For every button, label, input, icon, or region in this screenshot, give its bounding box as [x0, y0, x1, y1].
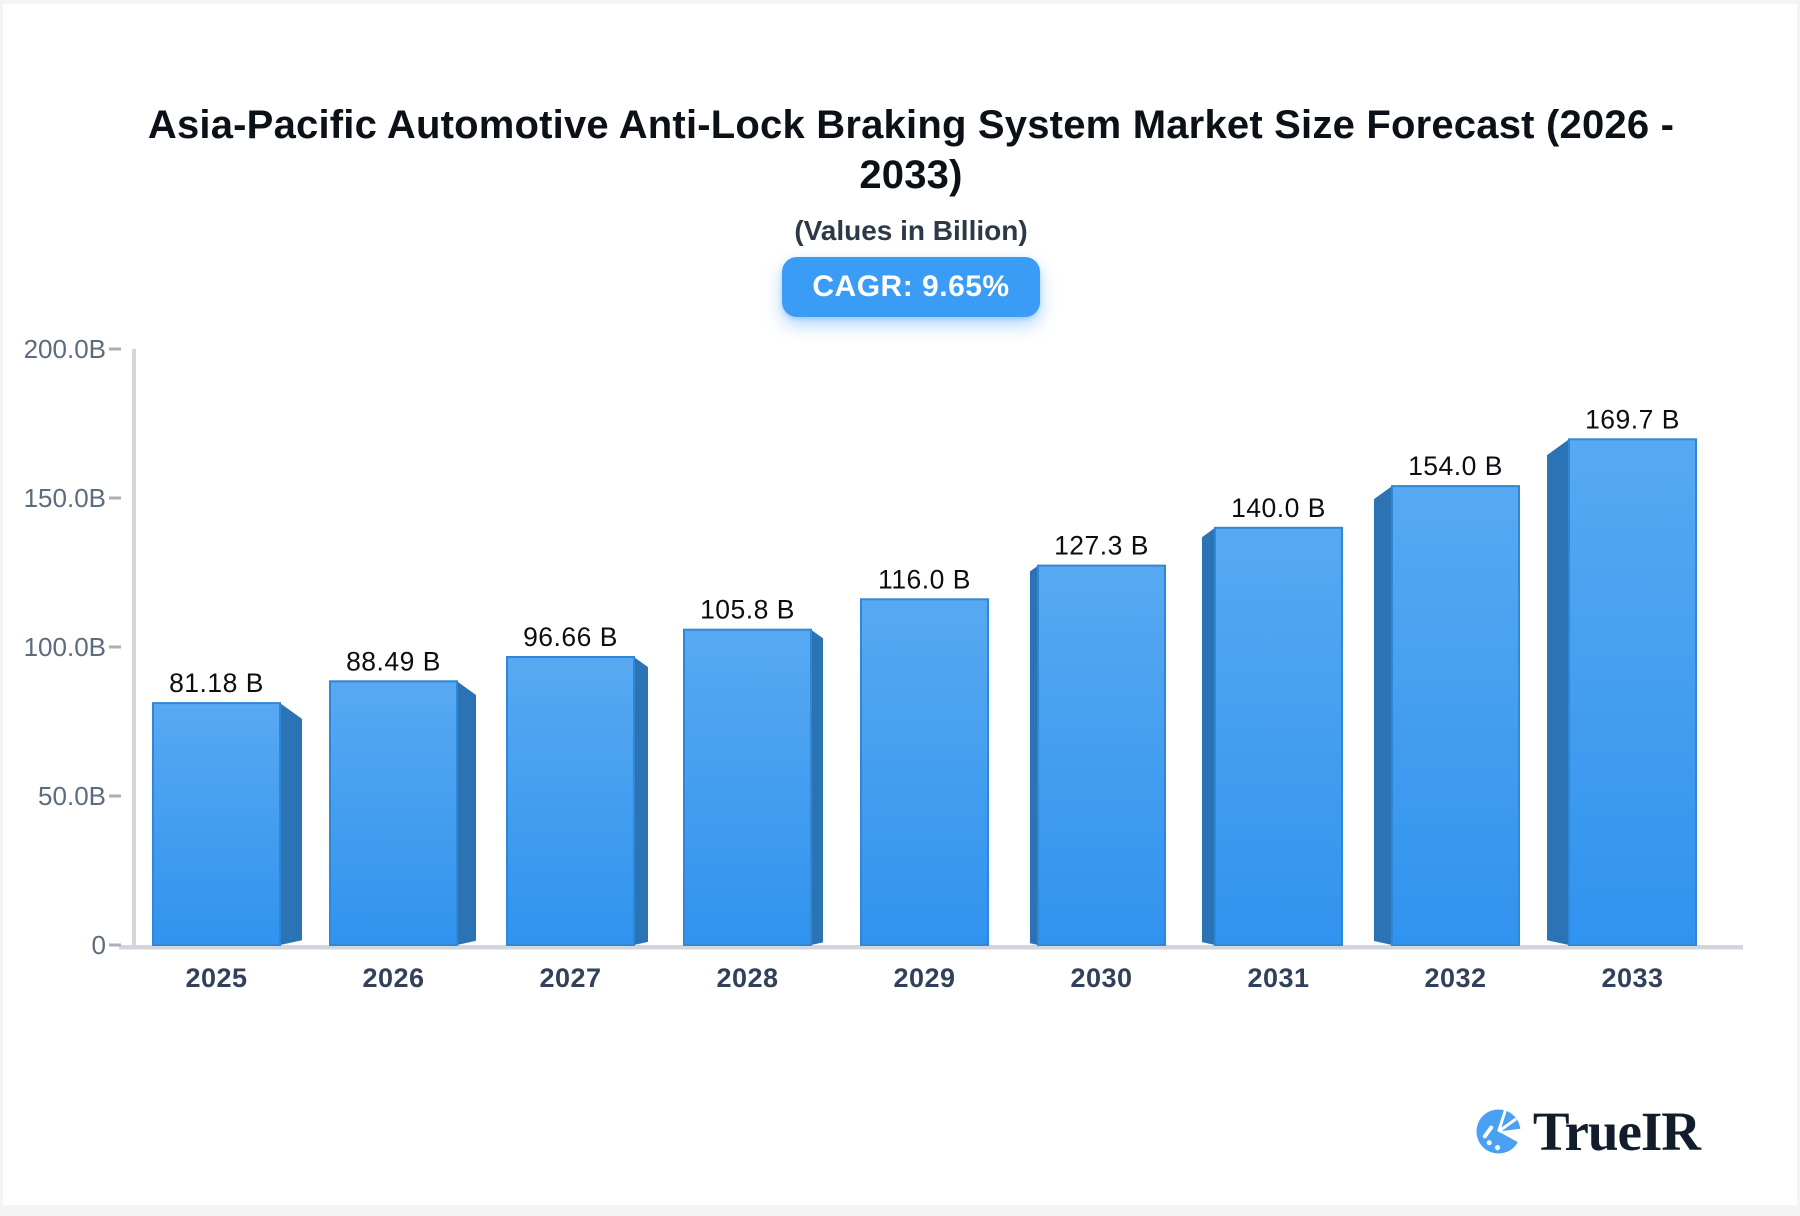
bar — [683, 628, 812, 946]
pie-chart-icon — [1476, 1109, 1522, 1154]
y-axis-label: 50.0B — [38, 781, 106, 811]
x-axis-label: 2032 — [1424, 963, 1486, 993]
y-axis-label: 100.0B — [24, 632, 106, 662]
bar-side-face — [457, 681, 476, 945]
chart-subtitle: (Values in Billion) — [794, 215, 1028, 246]
x-axis-label: 2028 — [716, 963, 778, 993]
bar-side-face — [280, 703, 302, 945]
bar-value-label: 154.0 B — [1408, 451, 1503, 481]
x-axis-line — [119, 945, 1743, 950]
x-axis-label: 2033 — [1601, 963, 1663, 993]
x-axis-label: 2025 — [185, 963, 247, 993]
chart-card: 200.0B 150.0B 100.0B 50.0B 0 81.18 B 2025 88.49… — [3, 4, 1797, 1205]
bar-side-face — [1374, 486, 1392, 945]
y-tick-mark — [109, 794, 121, 798]
bar-value-label: 105.8 B — [700, 595, 795, 625]
chart-title-line-2: 2033) — [859, 153, 963, 197]
bar-side-face — [1202, 527, 1215, 945]
x-axis-label: 2026 — [362, 963, 424, 993]
bar — [152, 702, 281, 946]
y-axis-line — [132, 349, 136, 949]
y-tick-mark — [109, 645, 121, 649]
cagr-badge: CAGR: 9.65% — [782, 257, 1040, 317]
bar-value-label: 96.66 B — [523, 622, 618, 652]
bar-value-label: 81.18 B — [169, 668, 264, 698]
bar-side-face — [811, 629, 823, 945]
bar-value-label: 169.7 B — [1585, 404, 1680, 434]
x-axis-label: 2030 — [1070, 963, 1132, 993]
brand-logo: TrueIR — [1475, 1100, 1701, 1163]
x-axis-label: 2031 — [1247, 963, 1309, 993]
chart-header: Asia-Pacific Automotive Anti-Lock Brakin… — [25, 100, 1797, 317]
chart-title-line-1: Asia-Pacific Automotive Anti-Lock Brakin… — [147, 103, 1675, 147]
y-tick-mark — [109, 347, 121, 351]
bar-value-label: 140.0 B — [1231, 493, 1326, 523]
bar — [506, 656, 635, 946]
x-axis-label: 2029 — [893, 963, 955, 993]
y-axis-label: 150.0B — [24, 483, 106, 513]
bar-side-face — [634, 657, 648, 945]
y-axis-label: 200.0B — [24, 334, 106, 364]
bar-value-label: 88.49 B — [346, 646, 441, 676]
y-tick-mark — [109, 943, 121, 947]
bar — [1214, 526, 1343, 946]
bar-value-label: 116.0 B — [878, 564, 971, 594]
x-axis-label: 2027 — [539, 963, 601, 993]
bar — [1391, 485, 1520, 946]
bar-value-label: 127.3 B — [1054, 531, 1149, 561]
bar — [1568, 438, 1697, 946]
y-tick-mark — [109, 496, 121, 500]
bar-side-face — [1030, 565, 1038, 945]
brand-name: TrueIR — [1532, 1101, 1701, 1162]
y-axis-label: 0 — [92, 930, 106, 960]
bar — [329, 680, 458, 946]
bar-side-face — [1547, 439, 1569, 945]
bar-chart: 200.0B 150.0B 100.0B 50.0B 0 81.18 B 2025 88.49… — [24, 334, 1743, 993]
bar — [860, 598, 989, 946]
bar — [1037, 564, 1166, 946]
